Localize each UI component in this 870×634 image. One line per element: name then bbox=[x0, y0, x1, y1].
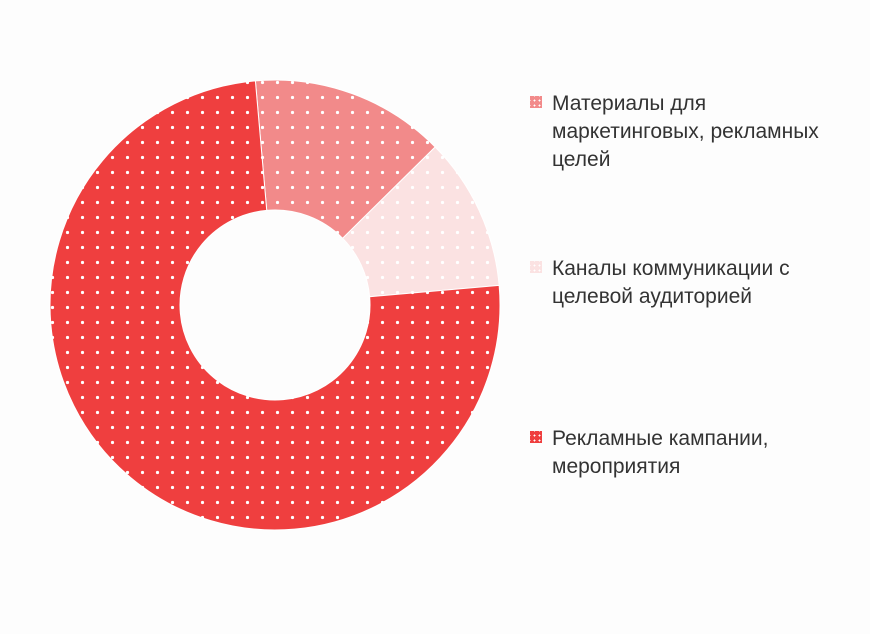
legend-label-campaigns: Рекламные кампании, мероприятия bbox=[552, 425, 832, 481]
legend-swatch-campaigns bbox=[530, 431, 542, 443]
legend-label-channels: Каналы коммуникации с целевой аудиторией bbox=[552, 255, 832, 311]
legend-swatch-channels bbox=[530, 261, 542, 273]
legend-item-campaigns: Рекламные кампании, мероприятия bbox=[530, 425, 832, 481]
legend-label-materials: Материалы для маркетинговых, рекламных ц… bbox=[552, 90, 832, 174]
chart-stage: Материалы для маркетинговых, рекламных ц… bbox=[0, 0, 870, 634]
legend-item-channels: Каналы коммуникации с целевой аудиторией bbox=[530, 255, 832, 311]
legend-swatch-materials bbox=[530, 96, 542, 108]
legend-item-materials: Материалы для маркетинговых, рекламных ц… bbox=[530, 90, 832, 174]
